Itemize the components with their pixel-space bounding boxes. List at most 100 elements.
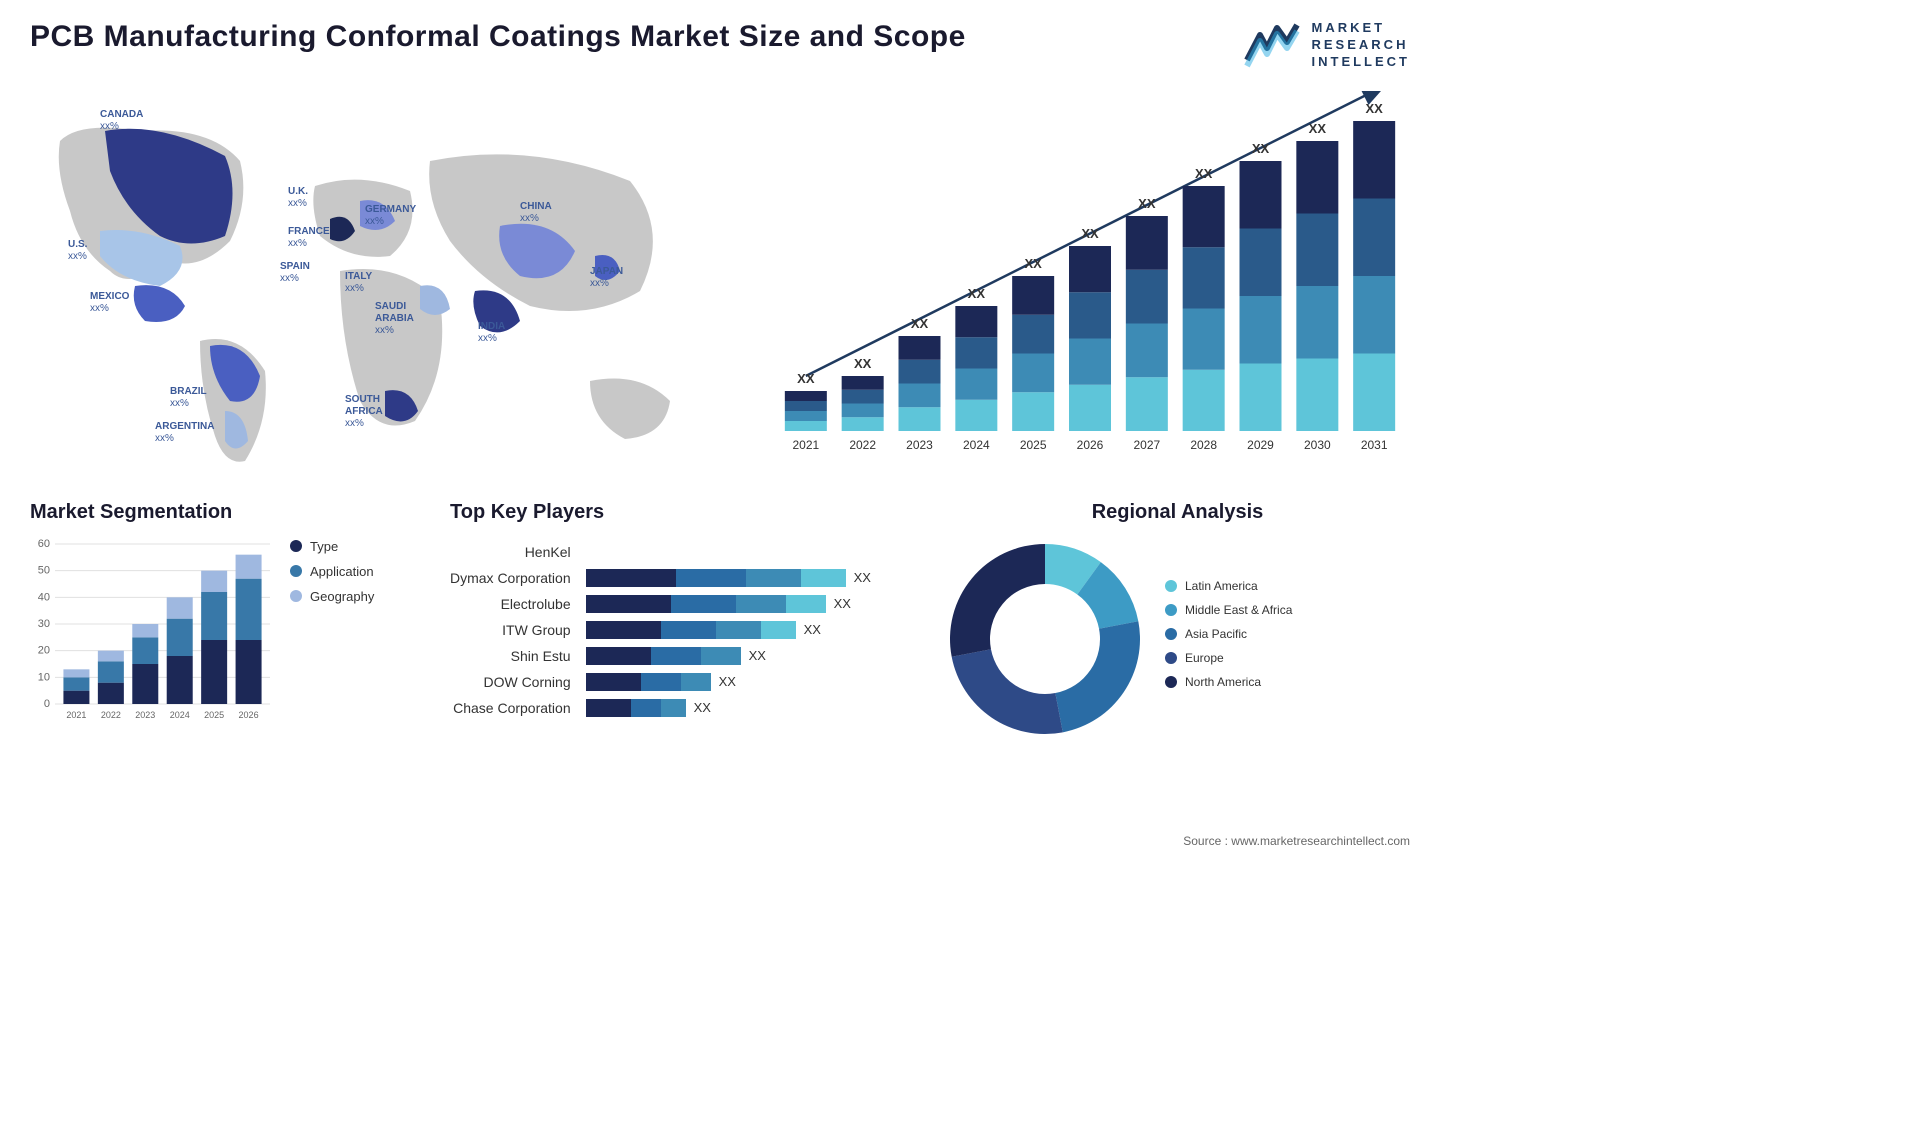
regional-legend-item: North America	[1165, 675, 1292, 689]
donut-slice	[1055, 621, 1140, 732]
player-bar-seg	[661, 699, 686, 717]
main-bar-seg	[785, 421, 827, 431]
player-bar-seg	[671, 595, 736, 613]
main-bar-seg	[899, 407, 941, 431]
main-bar-seg	[1069, 246, 1111, 292]
logo-line3: INTELLECT	[1312, 54, 1411, 71]
seg-year: 2023	[135, 710, 155, 720]
main-bar-seg	[1069, 292, 1111, 338]
main-bar-seg	[785, 391, 827, 401]
seg-bar-seg	[167, 597, 193, 618]
player-bar-row: XX	[586, 669, 915, 695]
main-bar-seg	[1240, 161, 1282, 229]
regional-legend-item: Europe	[1165, 651, 1292, 665]
player-bar-seg	[631, 699, 661, 717]
player-name: Shin Estu	[450, 643, 571, 669]
main-bar-year: 2031	[1361, 438, 1388, 452]
seg-bar-seg	[132, 664, 158, 704]
seg-year: 2024	[170, 710, 190, 720]
map-label-germany: GERMANYxx%	[365, 204, 416, 228]
donut-slice	[950, 544, 1045, 657]
main-bar-label: XX	[854, 356, 872, 371]
main-bar-label: XX	[1252, 141, 1270, 156]
main-bar-year: 2025	[1020, 438, 1047, 452]
player-value: XX	[694, 700, 711, 715]
seg-year: 2022	[101, 710, 121, 720]
map-label-southafrica: SOUTHAFRICAxx%	[345, 394, 383, 430]
player-bar-seg	[586, 569, 676, 587]
regional-legend-item: Asia Pacific	[1165, 627, 1292, 641]
main-bar-year: 2026	[1077, 438, 1104, 452]
source-text: Source : www.marketresearchintellect.com	[1183, 834, 1410, 848]
seg-year: 2021	[66, 710, 86, 720]
seg-bar-seg	[236, 578, 262, 639]
main-bar-seg	[1183, 308, 1225, 369]
player-bar-seg	[761, 621, 796, 639]
main-bar-seg	[1012, 314, 1054, 353]
main-bar-seg	[1126, 216, 1168, 270]
main-bar-label: XX	[1024, 256, 1042, 271]
seg-bar-seg	[63, 690, 89, 703]
main-bar-label: XX	[1195, 166, 1213, 181]
main-bar-seg	[1012, 392, 1054, 431]
main-bar-seg	[899, 336, 941, 360]
player-bar-seg	[801, 569, 846, 587]
main-bar-seg	[1012, 353, 1054, 392]
seg-bar-seg	[167, 618, 193, 655]
player-bar-row	[586, 539, 915, 565]
seg-bar-seg	[98, 650, 124, 661]
player-name: DOW Corning	[450, 669, 571, 695]
map-label-france: FRANCExx%	[288, 226, 330, 250]
main-bar-seg	[955, 399, 997, 430]
map-label-saudiarabia: SAUDIARABIAxx%	[375, 301, 414, 337]
regional-legend-item: Middle East & Africa	[1165, 603, 1292, 617]
player-value: XX	[719, 674, 736, 689]
map-label-japan: JAPANxx%	[590, 266, 623, 290]
main-bar-seg	[955, 306, 997, 337]
player-bar-seg	[716, 621, 761, 639]
logo-line2: RESEARCH	[1312, 37, 1411, 54]
regional-legend-item: Latin America	[1165, 579, 1292, 593]
main-bar-year: 2028	[1190, 438, 1217, 452]
regional-legend: Latin America Middle East & Africa Asia Pa…	[1165, 579, 1292, 699]
main-bar-seg	[955, 337, 997, 368]
main-bar-seg	[1240, 363, 1282, 431]
main-bar-seg	[1240, 228, 1282, 296]
main-bar-seg	[1353, 353, 1395, 431]
player-name: Chase Corporation	[450, 695, 571, 721]
main-bar-seg	[1353, 121, 1395, 199]
logo: MARKET RESEARCH INTELLECT	[1242, 20, 1411, 71]
player-bar-seg	[786, 595, 826, 613]
main-bar-seg	[1353, 198, 1395, 276]
main-bar-label: XX	[1081, 226, 1099, 241]
main-bar-seg	[1126, 269, 1168, 323]
players-title: Top Key Players	[450, 501, 915, 524]
player-name: HenKel	[450, 539, 571, 565]
main-bar-seg	[1183, 247, 1225, 308]
main-bar-seg	[1296, 141, 1338, 214]
main-bar-seg	[1069, 338, 1111, 384]
segmentation-legend: TypeApplicationGeography	[290, 539, 374, 729]
player-bar-seg	[676, 569, 746, 587]
seg-bar-seg	[201, 570, 227, 591]
world-map: CANADAxx%U.S.xx%MEXICOxx%BRAZILxx%ARGENT…	[30, 91, 730, 471]
segmentation-chart: 0102030405060202120222023202420252026	[30, 539, 270, 729]
seg-ytick: 40	[38, 591, 50, 603]
seg-ytick: 50	[38, 564, 50, 576]
seg-ytick: 10	[38, 671, 50, 683]
logo-icon	[1242, 20, 1302, 70]
player-bar-seg	[586, 621, 661, 639]
regional-donut	[945, 539, 1145, 739]
map-label-india: INDIAxx%	[478, 321, 505, 345]
seg-bar-seg	[132, 624, 158, 637]
main-bar-seg	[1240, 296, 1282, 364]
main-bar-seg	[842, 376, 884, 390]
main-bar-seg	[1183, 186, 1225, 247]
seg-bar-seg	[98, 661, 124, 682]
map-label-mexico: MEXICOxx%	[90, 291, 129, 315]
player-bar-seg	[586, 699, 631, 717]
player-value: XX	[854, 570, 871, 585]
main-bar-seg	[1012, 276, 1054, 315]
main-bar-seg	[899, 359, 941, 383]
main-bar-label: XX	[797, 371, 815, 386]
